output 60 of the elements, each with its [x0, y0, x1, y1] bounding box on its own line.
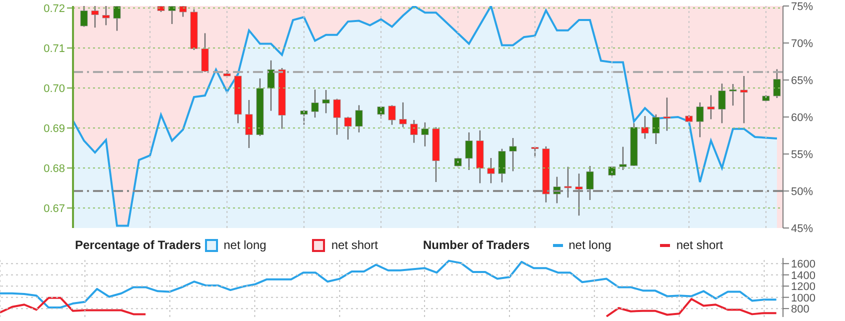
- y-tick-label: 0.71: [44, 43, 65, 55]
- candlestick: [355, 104, 363, 133]
- candlestick: [487, 157, 495, 184]
- y-tick-label: 800: [791, 304, 810, 316]
- candlestick: [80, 6, 88, 28]
- y2-tick-label: 55%: [791, 149, 814, 161]
- candlestick: [113, 6, 121, 32]
- y-tick-label: 1400: [791, 270, 816, 282]
- candlestick: [245, 99, 253, 149]
- candlestick: [344, 116, 352, 140]
- candlestick: [652, 114, 660, 145]
- legend-label: net long: [568, 238, 612, 252]
- y-tick-label: 0.70: [44, 83, 65, 95]
- y-tick-label: 1000: [791, 292, 816, 304]
- candlestick: [410, 119, 418, 144]
- candlestick: [421, 122, 429, 147]
- y-tick-label: 0.67: [44, 203, 65, 215]
- legend-label: net long: [222, 238, 268, 252]
- y2-tick-label: 60%: [791, 112, 814, 124]
- candlestick: [498, 148, 506, 183]
- candlestick: [91, 6, 99, 28]
- y2-tick-label: 45%: [791, 223, 814, 235]
- candlestick: [619, 146, 627, 171]
- line-series: [0, 260, 778, 308]
- y2-tick-label: 75%: [791, 1, 814, 13]
- candlestick: [267, 60, 275, 112]
- candlestick: [707, 94, 715, 120]
- candlestick: [641, 115, 649, 140]
- y2-tick-label: 70%: [791, 38, 814, 50]
- candlestick: [102, 6, 110, 26]
- candlestick: [575, 173, 583, 216]
- candlestick: [399, 102, 407, 128]
- y-tick-label: 0.68: [44, 163, 65, 175]
- y-tick-label: 1600: [791, 258, 816, 271]
- y-tick-label: 0.69: [44, 123, 65, 135]
- legend-title: Percentage of Traders: [75, 238, 202, 252]
- y-tick-label: 1200: [791, 281, 816, 294]
- candlestick: [509, 137, 517, 172]
- candlestick: [168, 6, 176, 25]
- candlestick: [179, 6, 187, 18]
- legend-title: Number of Traders: [423, 238, 531, 252]
- candlestick: [586, 165, 594, 201]
- candlestick: [322, 89, 330, 114]
- candlestick: [388, 104, 396, 126]
- y2-tick-label: 50%: [791, 186, 814, 198]
- candlestick: [333, 98, 341, 136]
- candlestick: [201, 32, 209, 73]
- candlestick: [718, 83, 726, 124]
- y-tick-label: 0.72: [44, 3, 65, 15]
- candlestick: [729, 83, 737, 106]
- candlestick: [696, 102, 704, 138]
- candlestick: [300, 109, 308, 126]
- candlestick: [740, 75, 748, 124]
- legend-label: net short: [675, 238, 724, 252]
- legend-label: net short: [330, 238, 380, 252]
- candlestick: [311, 89, 319, 118]
- candlestick: [465, 132, 473, 171]
- candlestick: [564, 166, 572, 198]
- y2-tick-label: 65%: [791, 75, 814, 87]
- candlestick: [663, 97, 671, 132]
